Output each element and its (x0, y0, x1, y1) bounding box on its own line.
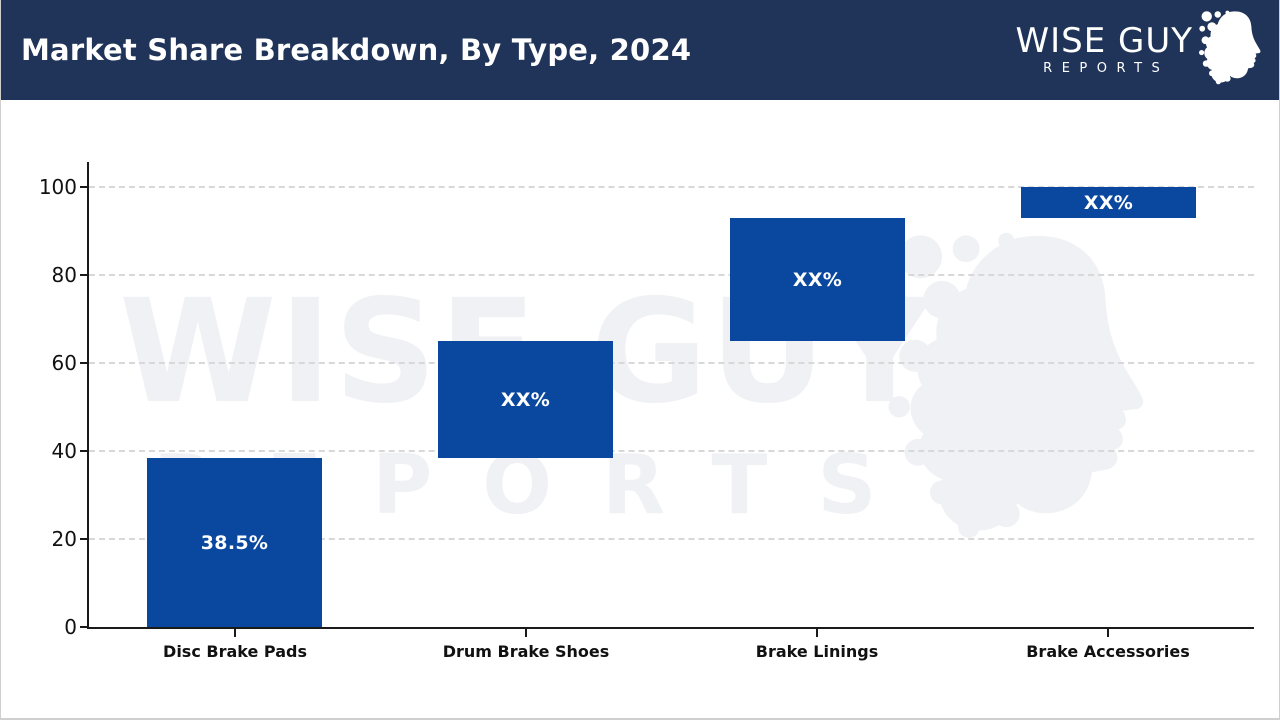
logo-brand-name: WISE GUY (1015, 20, 1193, 61)
x-category-label: Drum Brake Shoes (442, 642, 610, 661)
y-tick-label: 80 (51, 263, 77, 287)
gridline-y-100 (89, 186, 1254, 188)
x-tick-mark (1107, 629, 1109, 637)
gridline-y-80 (89, 274, 1254, 276)
bar-brake-accessories: XX% (1021, 187, 1196, 218)
page-title: Market Share Breakdown, By Type, 2024 (21, 33, 692, 67)
bar-value-label: XX% (792, 268, 843, 291)
bar-value-label: XX% (500, 388, 551, 411)
x-category-label: Brake Linings (755, 642, 879, 661)
y-tick-mark (80, 538, 88, 540)
bar-drum-brake-shoes: XX% (438, 341, 613, 458)
gridline-y-20 (89, 538, 1254, 540)
watermark-dotted-face-profile-icon (888, 232, 1144, 538)
header-band: Market Share Breakdown, By Type, 2024 WI… (1, 0, 1279, 100)
dotted-face-profile-icon (1198, 10, 1261, 85)
y-tick-mark (80, 626, 88, 628)
y-tick-mark (80, 362, 88, 364)
bar-value-label: 38.5% (200, 531, 269, 554)
gridline-y-60 (89, 362, 1254, 364)
y-tick-label: 100 (38, 175, 77, 199)
bar-disc-brake-pads: 38.5% (147, 458, 322, 627)
y-tick-label: 20 (51, 527, 77, 551)
x-category-label: Brake Accessories (1026, 642, 1190, 661)
x-axis-line (87, 627, 1254, 629)
x-tick-mark (234, 629, 236, 637)
y-tick-mark (80, 186, 88, 188)
logo-text: WISE GUY REPORTS (1015, 20, 1193, 77)
y-tick-label: 60 (51, 351, 77, 375)
logo-tagline: REPORTS (1043, 61, 1170, 77)
y-tick-label: 40 (51, 439, 77, 463)
y-tick-mark (80, 450, 88, 452)
wise-guy-reports-logo: WISE GUY REPORTS (1015, 8, 1263, 92)
y-tick-label: 0 (64, 615, 77, 639)
x-tick-mark (816, 629, 818, 637)
y-tick-mark (80, 274, 88, 276)
x-tick-mark (525, 629, 527, 637)
chart-canvas: WISE GUY REPORTS 0 20 40 60 80 100 38.5% Disc B… (1, 100, 1279, 718)
bar-value-label: XX% (1083, 191, 1134, 214)
y-axis-line (87, 162, 89, 629)
x-category-label: Disc Brake Pads (163, 642, 307, 661)
gridline-y-40 (89, 450, 1254, 452)
bar-brake-linings: XX% (730, 218, 905, 341)
